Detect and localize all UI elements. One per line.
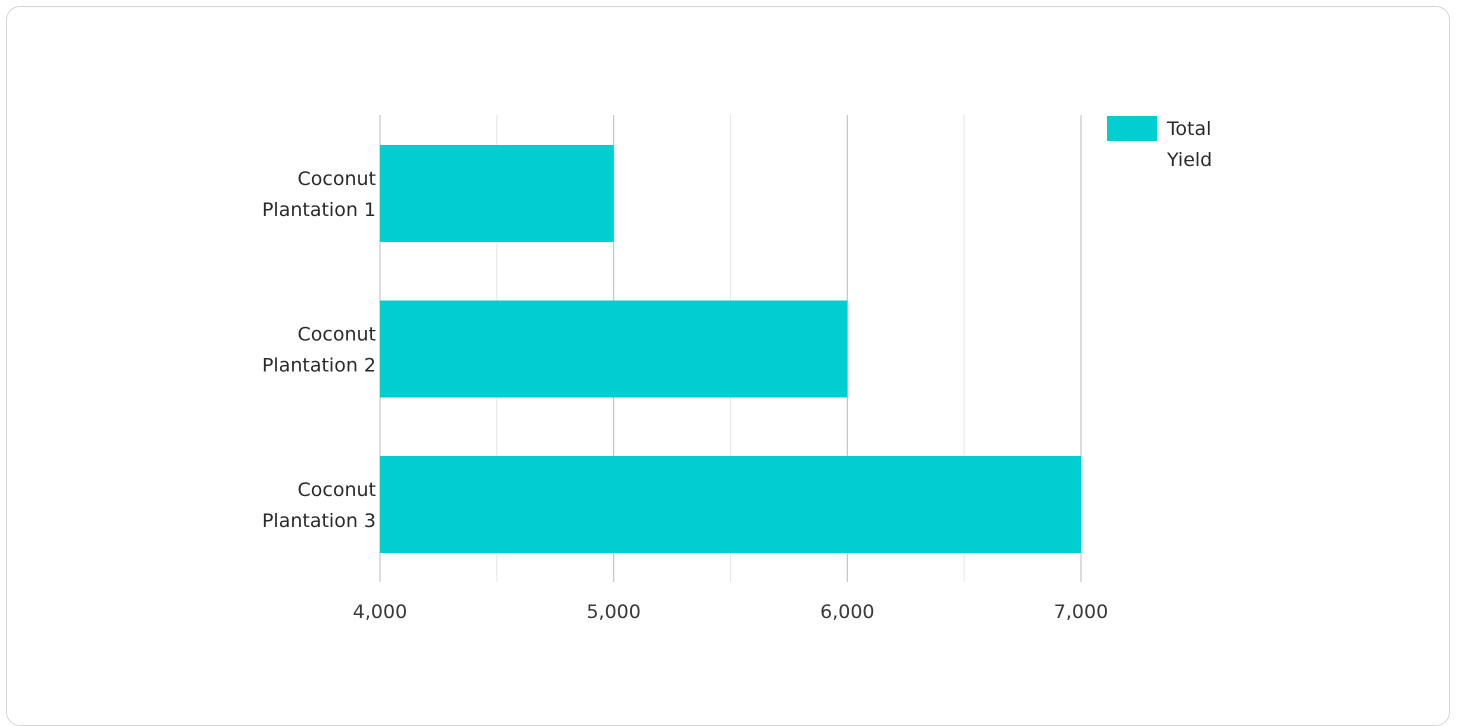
x-tick-label: 7,000 — [1054, 601, 1108, 623]
bar — [380, 145, 614, 242]
bar — [380, 300, 848, 398]
legend: Total Yield — [1107, 116, 1212, 171]
x-tick-label: 5,000 — [586, 601, 640, 623]
bar-chart: Coconut Plantation 1 Coconut Plantation 2 Co… — [262, 115, 1212, 623]
legend-label: Total Yield — [1166, 118, 1212, 171]
legend-swatch — [1107, 116, 1157, 141]
y-category-label: Coconut Plantation 1 — [262, 168, 376, 221]
y-category-label: Coconut Plantation 2 — [262, 324, 376, 377]
y-axis-category-labels: Coconut Plantation 1 Coconut Plantation 2 Co… — [262, 168, 376, 532]
x-tick-label: 6,000 — [820, 601, 874, 623]
y-category-label: Coconut Plantation 3 — [262, 479, 376, 532]
x-tick-label: 4,000 — [353, 601, 407, 623]
bars — [380, 145, 1081, 553]
x-axis-tick-labels: 4,000 5,000 6,000 7,000 — [353, 601, 1108, 623]
bar — [380, 456, 1081, 553]
